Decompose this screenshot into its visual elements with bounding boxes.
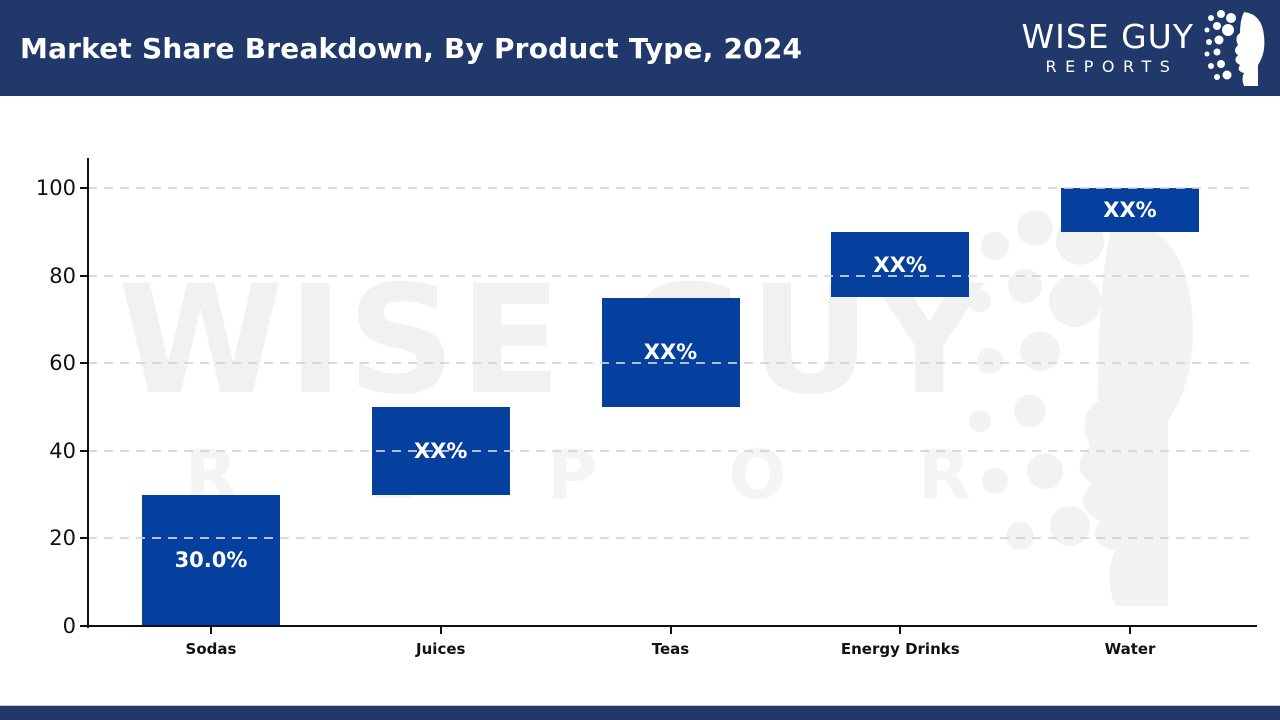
x-tick-juices (439, 627, 442, 634)
x-axis-line (87, 625, 1257, 627)
logo-wordmark: WISE GUY REPORTS (1021, 19, 1194, 77)
bar-label-juices: XX% (414, 438, 468, 463)
y-tick-0 (80, 625, 88, 627)
logo-face-icon (1204, 10, 1265, 86)
chart-title: Market Share Breakdown, By Product Type,… (20, 31, 803, 65)
y-tick-label-60: 60 (49, 351, 76, 376)
gridline-60 (88, 362, 1256, 365)
bar-teas (601, 297, 740, 407)
x-tick-label-energy-drinks: Energy Drinks (840, 640, 960, 658)
y-axis-line (87, 158, 89, 628)
gridline-40 (88, 449, 1256, 452)
chart-area: WISE GUY R E P O R T S 0 20 40 60 80 100 30.0%… (0, 96, 1280, 706)
x-tick-energy-drinks (899, 627, 902, 634)
x-tick-water (1129, 627, 1131, 634)
footer-bar (0, 706, 1280, 720)
x-tick-teas (669, 627, 672, 634)
y-tick-60 (80, 362, 88, 365)
bar-label-sodas: 30.0% (174, 548, 248, 573)
x-tick-label-sodas: Sodas (185, 640, 237, 658)
y-tick-label-20: 20 (49, 526, 76, 551)
logo-wordmark-line2: REPORTS (1045, 57, 1179, 76)
y-tick-100 (80, 187, 88, 189)
y-tick-20 (80, 537, 88, 540)
gridline-80 (88, 274, 1256, 277)
x-tick-label-water: Water (1104, 640, 1156, 658)
footer-divider (0, 705, 1280, 706)
y-tick-40 (80, 449, 88, 452)
x-tick-label-teas: Teas (651, 640, 690, 658)
y-tick-80 (80, 274, 88, 277)
gridline-20 (88, 537, 1256, 540)
y-tick-label-0: 0 (62, 614, 76, 638)
y-tick-label-100: 100 (35, 176, 76, 200)
x-tick-label-juices: Juices (416, 640, 466, 658)
header-bar: Market Share Breakdown, By Product Type,… (0, 0, 1280, 96)
bar-label-energy-drinks: XX% (873, 252, 927, 277)
bar-label-teas: XX% (643, 340, 698, 365)
watermark-line2: R E P O R T S (185, 436, 1280, 515)
gridline-100 (88, 187, 1256, 189)
bar-label-water: XX% (1103, 197, 1157, 222)
watermark-face-icon (969, 210, 1193, 606)
y-tick-label-40: 40 (49, 438, 76, 463)
x-tick-sodas (210, 627, 212, 634)
bar-energy-drinks (831, 231, 970, 298)
wise-guy-logo: WISE GUY REPORTS (1021, 6, 1268, 90)
logo-wordmark-line1: WISE GUY (1021, 17, 1194, 56)
y-tick-label-80: 80 (49, 263, 76, 288)
bar-sodas (142, 494, 280, 626)
